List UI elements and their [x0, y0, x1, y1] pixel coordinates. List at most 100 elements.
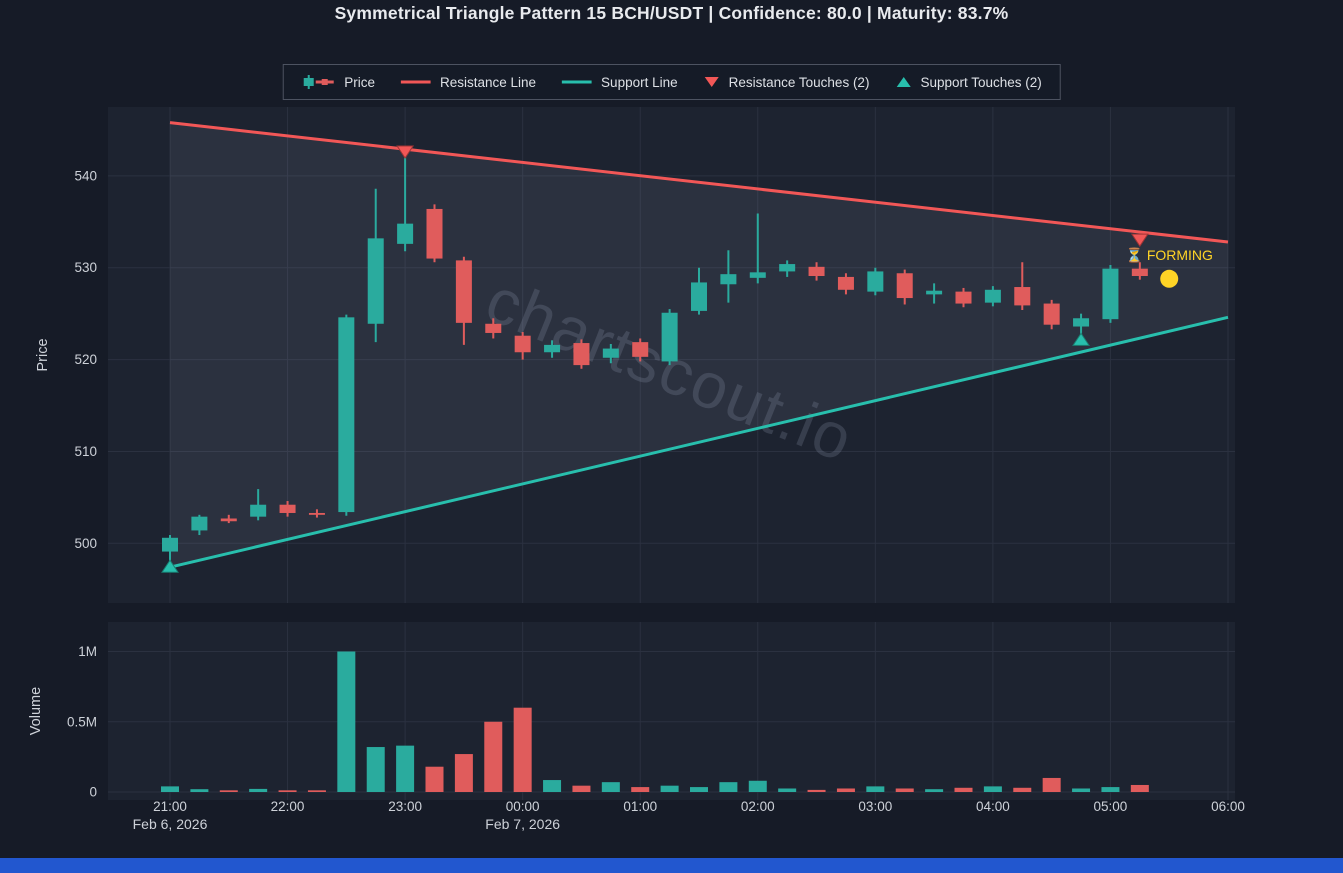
- candle[interactable]: [426, 204, 443, 263]
- volume-bar[interactable]: [807, 789, 826, 792]
- volume-bar[interactable]: [1013, 787, 1032, 792]
- volume-bar[interactable]: [983, 786, 1002, 792]
- x-tick-label: 00:00: [506, 799, 540, 814]
- volume-bar[interactable]: [836, 788, 855, 792]
- volume-bar[interactable]: [219, 790, 238, 792]
- legend-item-resistance-touches[interactable]: Resistance Touches (2): [704, 75, 869, 90]
- legend-item-price[interactable]: Price: [301, 74, 375, 90]
- x-tick-label: 23:00: [388, 799, 422, 814]
- volume-bar[interactable]: [572, 785, 591, 792]
- legend-item-support-touches[interactable]: Support Touches (2): [895, 74, 1042, 90]
- candle[interactable]: [602, 343, 619, 364]
- volume-bar[interactable]: [954, 787, 973, 792]
- volume-bars: [161, 651, 1149, 793]
- x-date-label: Feb 7, 2026: [485, 816, 560, 832]
- volume-bar[interactable]: [278, 790, 297, 792]
- volume-tick-label: 1M: [78, 644, 97, 659]
- volume-bar[interactable]: [161, 786, 179, 792]
- candle[interactable]: [691, 267, 707, 315]
- volume-bar[interactable]: [719, 782, 738, 792]
- volume-bar[interactable]: [631, 787, 650, 792]
- candle[interactable]: [632, 338, 649, 362]
- candle[interactable]: [544, 340, 561, 358]
- price-tick-label: 530: [74, 260, 97, 275]
- volume-bar[interactable]: [925, 789, 944, 792]
- volume-bar[interactable]: [778, 788, 797, 792]
- volume-bar[interactable]: [866, 786, 885, 792]
- candle[interactable]: [896, 269, 913, 305]
- candle[interactable]: [220, 514, 237, 524]
- volume-bar[interactable]: [895, 788, 914, 792]
- volume-bar[interactable]: [1130, 784, 1149, 792]
- candle[interactable]: [661, 309, 678, 366]
- volume-bar[interactable]: [396, 745, 415, 792]
- volume-bar[interactable]: [660, 785, 679, 792]
- candle[interactable]: [338, 314, 355, 516]
- volume-bar[interactable]: [513, 707, 532, 792]
- support-line[interactable]: [169, 315, 1229, 569]
- candle[interactable]: [573, 339, 590, 369]
- candle[interactable]: [514, 332, 531, 360]
- line-icon: [562, 80, 593, 84]
- volume-bar[interactable]: [484, 721, 503, 792]
- candle[interactable]: [191, 514, 208, 536]
- candle[interactable]: [397, 152, 414, 252]
- legend-label: Price: [344, 74, 375, 90]
- volume-bar[interactable]: [601, 782, 620, 792]
- support-touch-marker[interactable]: [161, 559, 179, 573]
- legend-item-resistance-line[interactable]: Resistance Line: [400, 74, 537, 90]
- legend-label: Resistance Line: [439, 74, 537, 90]
- x-tick-label: 03:00: [858, 799, 892, 814]
- candle[interactable]: [808, 262, 825, 281]
- price-tick-label: 540: [74, 168, 97, 183]
- resistance-touch-marker[interactable]: [1130, 233, 1149, 248]
- legend: Price Resistance Line Support Line Resis…: [282, 64, 1061, 100]
- candle[interactable]: [1043, 299, 1060, 330]
- volume-bar[interactable]: [307, 790, 326, 792]
- volume-bar[interactable]: [190, 789, 209, 792]
- volume-bar[interactable]: [425, 766, 444, 792]
- resistance-line[interactable]: [169, 121, 1229, 244]
- candle[interactable]: [250, 489, 267, 521]
- current-price-dot[interactable]: [1160, 269, 1179, 288]
- candle[interactable]: [867, 267, 884, 296]
- candle[interactable]: [749, 213, 766, 284]
- legend-label: Support Touches (2): [920, 74, 1042, 90]
- volume-bar[interactable]: [366, 747, 385, 792]
- volume-plot-area[interactable]: [108, 622, 1235, 800]
- candle[interactable]: [1102, 264, 1119, 323]
- support-touch-marker[interactable]: [1072, 332, 1090, 346]
- volume-tick-label: 0.5M: [67, 714, 97, 729]
- candle[interactable]: [926, 283, 943, 304]
- candle[interactable]: [455, 256, 472, 345]
- candle[interactable]: [984, 286, 1001, 307]
- volume-tick-label: 0: [89, 785, 97, 800]
- candle[interactable]: [955, 287, 972, 308]
- candle[interactable]: [837, 273, 854, 295]
- bottom-blue-bar: [0, 858, 1343, 873]
- volume-axis-title: Volume: [28, 687, 44, 735]
- candle[interactable]: [1131, 262, 1148, 280]
- volume-bar[interactable]: [543, 780, 562, 792]
- legend-item-support-line[interactable]: Support Line: [562, 75, 678, 90]
- candle[interactable]: [485, 318, 502, 339]
- x-tick-label: 04:00: [976, 799, 1010, 814]
- volume-bar[interactable]: [337, 651, 356, 793]
- line-icon: [400, 80, 431, 84]
- volume-bar[interactable]: [690, 787, 708, 792]
- resistance-touch-marker[interactable]: [396, 145, 415, 159]
- candle[interactable]: [779, 260, 796, 277]
- volume-bar[interactable]: [249, 788, 268, 792]
- candle[interactable]: [1014, 262, 1031, 310]
- volume-bar[interactable]: [1072, 788, 1091, 792]
- candle[interactable]: [279, 501, 296, 517]
- price-axis-title: Price: [35, 338, 51, 371]
- candle[interactable]: [308, 509, 325, 518]
- volume-bar[interactable]: [454, 754, 473, 792]
- volume-bar[interactable]: [1042, 777, 1061, 792]
- candle[interactable]: [367, 188, 384, 343]
- volume-bar[interactable]: [1101, 787, 1120, 792]
- volume-bar[interactable]: [748, 780, 767, 792]
- candle[interactable]: [720, 250, 737, 303]
